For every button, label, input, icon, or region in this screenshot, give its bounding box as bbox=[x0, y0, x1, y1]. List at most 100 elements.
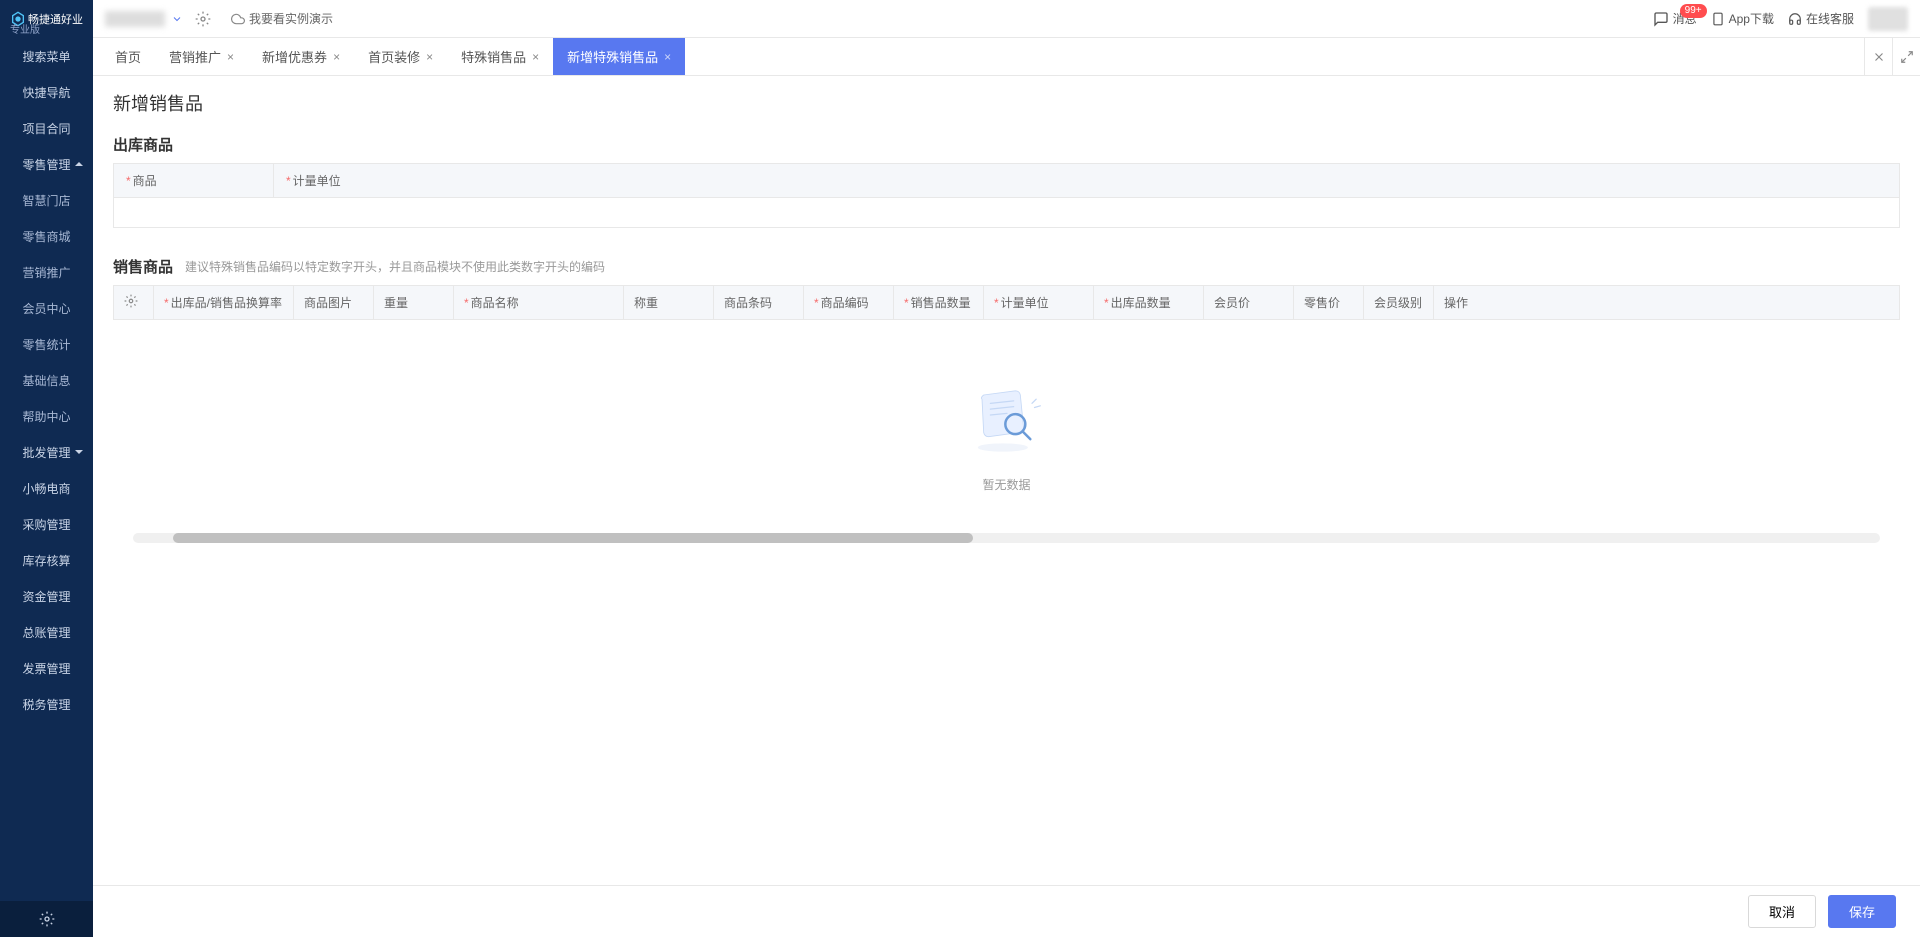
sales-section-header: 销售商品 建议特殊销售品编码以特定数字开头，并且商品模块不使用此类数字开头的编码 bbox=[113, 248, 1900, 285]
messages-badge: 99+ bbox=[1680, 4, 1707, 18]
tab[interactable]: 首页装修 × bbox=[354, 38, 447, 75]
tab-label: 新增优惠券 bbox=[262, 47, 327, 66]
sales-column-header: 重量 bbox=[374, 286, 454, 319]
sidebar-subitem[interactable]: 智慧门店 bbox=[0, 182, 93, 218]
sidebar-item[interactable]: 库存核算 bbox=[0, 542, 93, 578]
tab-label: 特殊销售品 bbox=[461, 47, 526, 66]
footer-actions: 取消 保存 bbox=[93, 885, 1920, 937]
outbound-table-body[interactable] bbox=[113, 198, 1900, 228]
brand-edition: 专业版 bbox=[10, 21, 40, 36]
page-content: 新增销售品 出库商品 *商品 *计量单位 销售商品 建议特殊销售品编码以特定数字… bbox=[93, 76, 1920, 937]
close-icon bbox=[1872, 50, 1886, 64]
user-avatar[interactable] bbox=[1868, 7, 1908, 31]
tab-close-icon[interactable]: × bbox=[664, 50, 671, 64]
tabs-actions bbox=[1864, 38, 1920, 75]
app-download-btn[interactable]: App下载 bbox=[1711, 10, 1774, 27]
sidebar-group[interactable]: 批发管理 bbox=[0, 434, 93, 470]
chevron-down-icon bbox=[171, 13, 183, 25]
sales-column-header: *出库品/销售品换算率 bbox=[154, 286, 294, 319]
messages-btn[interactable]: 消息 99+ bbox=[1653, 10, 1697, 27]
scrollbar-thumb[interactable] bbox=[173, 533, 973, 543]
tab[interactable]: 营销推广 × bbox=[155, 38, 248, 75]
outbound-section-title: 出库商品 bbox=[113, 126, 1900, 163]
sidebar-item[interactable]: 小畅电商 bbox=[0, 470, 93, 506]
mobile-icon bbox=[1711, 12, 1725, 26]
tab[interactable]: 新增优惠券 × bbox=[248, 38, 354, 75]
sales-column-header: 商品图片 bbox=[294, 286, 374, 319]
sidebar-subitem[interactable]: 零售统计 bbox=[0, 326, 93, 362]
sales-section: 销售商品 建议特殊销售品编码以特定数字开头，并且商品模块不使用此类数字开头的编码… bbox=[113, 248, 1900, 543]
empty-icon bbox=[957, 380, 1057, 460]
sidebar-subitem[interactable]: 营销推广 bbox=[0, 254, 93, 290]
sales-column-header: *出库品数量 bbox=[1094, 286, 1204, 319]
required-mark: * bbox=[464, 296, 469, 310]
header-settings-btn[interactable] bbox=[195, 11, 211, 27]
required-mark: * bbox=[126, 174, 131, 188]
sidebar: 畅捷通好业 专业版 搜索菜单快捷导航项目合同零售管理智慧门店零售商城营销推广会员… bbox=[0, 0, 93, 937]
sidebar-subitem[interactable]: 基础信息 bbox=[0, 362, 93, 398]
brand-logo: 畅捷通好业 专业版 bbox=[0, 0, 93, 38]
sidebar-subitem[interactable]: 会员中心 bbox=[0, 290, 93, 326]
tab[interactable]: 特殊销售品 × bbox=[447, 38, 553, 75]
sales-column-header: 操作 bbox=[1434, 286, 1494, 319]
empty-text: 暂无数据 bbox=[982, 476, 1030, 493]
tab-close-icon[interactable]: × bbox=[333, 50, 340, 64]
sales-column-header: *商品编码 bbox=[804, 286, 894, 319]
sales-column-header: 商品条码 bbox=[714, 286, 804, 319]
cancel-button[interactable]: 取消 bbox=[1748, 895, 1816, 928]
outbound-col-product: *商品 bbox=[114, 164, 274, 197]
sidebar-subitem[interactable]: 帮助中心 bbox=[0, 398, 93, 434]
sidebar-settings[interactable] bbox=[0, 901, 93, 937]
org-name bbox=[105, 11, 165, 27]
sidebar-item[interactable]: 税务管理 bbox=[0, 686, 93, 722]
sales-column-header bbox=[114, 286, 154, 319]
sales-column-header: 会员级别 bbox=[1364, 286, 1434, 319]
required-mark: * bbox=[164, 296, 169, 310]
outbound-col-unit: *计量单位 bbox=[274, 164, 1899, 197]
sales-column-header: *销售品数量 bbox=[894, 286, 984, 319]
org-selector[interactable] bbox=[105, 11, 183, 27]
tab[interactable]: 新增特殊销售品 × bbox=[553, 38, 685, 75]
sales-table: *出库品/销售品换算率商品图片重量*商品名称称重商品条码*商品编码*销售品数量*… bbox=[113, 285, 1900, 320]
tab-fullscreen-btn[interactable] bbox=[1892, 38, 1920, 75]
page-title: 新增销售品 bbox=[93, 76, 1920, 126]
sidebar-item[interactable]: 资金管理 bbox=[0, 578, 93, 614]
outbound-section: 出库商品 *商品 *计量单位 bbox=[113, 126, 1900, 228]
header-left: 我要看实例演示 bbox=[105, 10, 333, 27]
required-mark: * bbox=[904, 296, 909, 310]
required-mark: * bbox=[814, 296, 819, 310]
app-download-label: App下载 bbox=[1729, 10, 1774, 27]
tab-close-icon[interactable]: × bbox=[532, 50, 539, 64]
demo-link[interactable]: 我要看实例演示 bbox=[231, 10, 333, 27]
online-service-btn[interactable]: 在线客服 bbox=[1788, 10, 1854, 27]
main-area: 我要看实例演示 消息 99+ App下载 在线客服 bbox=[93, 0, 1920, 937]
sidebar-item[interactable]: 发票管理 bbox=[0, 650, 93, 686]
tab-label: 首页 bbox=[115, 47, 141, 66]
sales-section-hint: 建议特殊销售品编码以特定数字开头，并且商品模块不使用此类数字开头的编码 bbox=[185, 258, 605, 275]
required-mark: * bbox=[994, 296, 999, 310]
tab-close-icon[interactable]: × bbox=[227, 50, 234, 64]
sidebar-item[interactable]: 项目合同 bbox=[0, 110, 93, 146]
tab-close-all-btn[interactable] bbox=[1864, 38, 1892, 75]
sidebar-item[interactable]: 采购管理 bbox=[0, 506, 93, 542]
gear-icon bbox=[39, 911, 55, 927]
demo-link-label: 我要看实例演示 bbox=[249, 10, 333, 27]
tab-close-icon[interactable]: × bbox=[426, 50, 433, 64]
sidebar-group[interactable]: 零售管理 bbox=[0, 146, 93, 182]
gear-icon[interactable] bbox=[124, 294, 138, 308]
sidebar-subitem[interactable]: 零售商城 bbox=[0, 218, 93, 254]
tab[interactable]: 首页 bbox=[101, 38, 155, 75]
sidebar-item[interactable]: 快捷导航 bbox=[0, 74, 93, 110]
sidebar-item[interactable]: 总账管理 bbox=[0, 614, 93, 650]
tab-label: 营销推广 bbox=[169, 47, 221, 66]
tab-label: 首页装修 bbox=[368, 47, 420, 66]
sales-column-header: *计量单位 bbox=[984, 286, 1094, 319]
horizontal-scrollbar[interactable] bbox=[133, 533, 1880, 543]
tab-label: 新增特殊销售品 bbox=[567, 47, 658, 66]
cloud-icon bbox=[231, 12, 245, 26]
headset-icon bbox=[1788, 12, 1802, 26]
save-button[interactable]: 保存 bbox=[1828, 895, 1896, 928]
required-mark: * bbox=[1104, 296, 1109, 310]
sidebar-item[interactable]: 搜索菜单 bbox=[0, 38, 93, 74]
required-mark: * bbox=[286, 174, 291, 188]
